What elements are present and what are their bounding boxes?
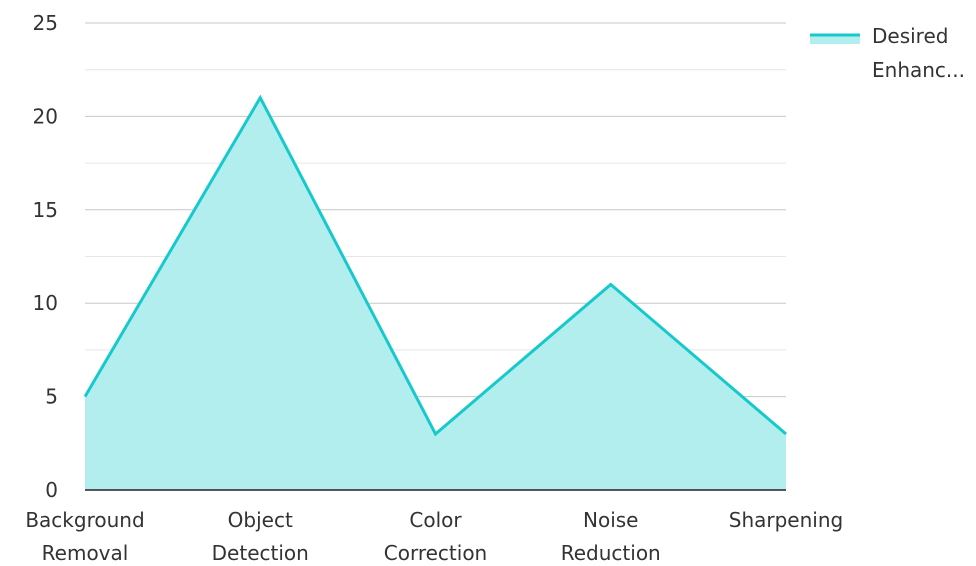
y-tick-label: 15: [33, 198, 58, 222]
series-area: [81, 94, 790, 490]
data-point-1[interactable]: [81, 393, 89, 401]
x-tick-label: Object Detection: [212, 508, 309, 562]
legend-label-line-2: Enhanc...: [872, 58, 965, 82]
legend-label-line-1: Desired: [872, 24, 948, 48]
data-point-2[interactable]: [256, 94, 264, 102]
y-axis-ticks: 0 5 10 15 20 25: [33, 11, 58, 502]
y-tick-label: 20: [33, 104, 58, 128]
y-tick-label: 10: [33, 291, 58, 315]
y-tick-label: 0: [45, 478, 58, 502]
x-tick-label: Color Correction: [384, 508, 487, 562]
area-fill: [85, 97, 786, 490]
data-point-3[interactable]: [432, 430, 440, 438]
data-point-5[interactable]: [782, 430, 790, 438]
data-point-4[interactable]: [607, 281, 615, 289]
x-axis-ticks: Background Removal Object Detection Color Cor…: [25, 508, 843, 565]
y-tick-label: 5: [45, 385, 58, 409]
legend-swatch-fill: [810, 35, 860, 44]
legend[interactable]: Desired Enhanc...: [810, 24, 965, 82]
y-tick-label: 25: [33, 11, 58, 35]
x-tick-label: Background Removal: [25, 508, 144, 562]
x-tick-label: Sharpening: [729, 508, 843, 532]
series-line: [83, 94, 787, 437]
x-tick-label: Noise Reduction: [561, 508, 661, 562]
